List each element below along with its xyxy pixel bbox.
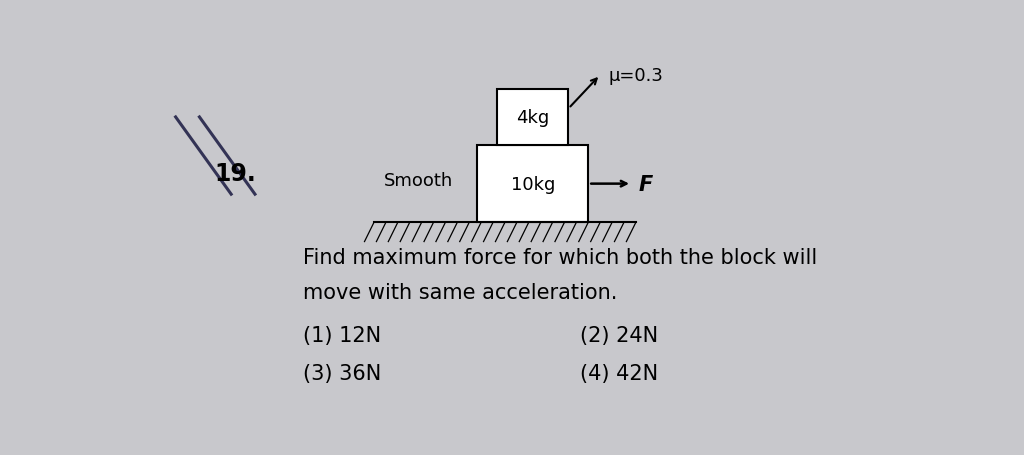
Text: Smooth: Smooth [384,172,454,189]
Bar [497,90,568,146]
Text: move with same acceleration.: move with same acceleration. [303,283,617,303]
Text: (3) 36N: (3) 36N [303,364,381,384]
Text: (1) 12N: (1) 12N [303,325,381,345]
Text: F: F [638,174,652,194]
Text: 10kg: 10kg [511,175,555,193]
Text: (2) 24N: (2) 24N [581,325,658,345]
Text: 19.: 19. [214,162,256,186]
Text: 4kg: 4kg [516,109,549,126]
Text: (4) 42N: (4) 42N [581,364,658,384]
Bar [477,146,589,223]
Text: Find maximum force for which both the block will: Find maximum force for which both the bl… [303,248,817,268]
Text: μ=0.3: μ=0.3 [608,66,663,85]
